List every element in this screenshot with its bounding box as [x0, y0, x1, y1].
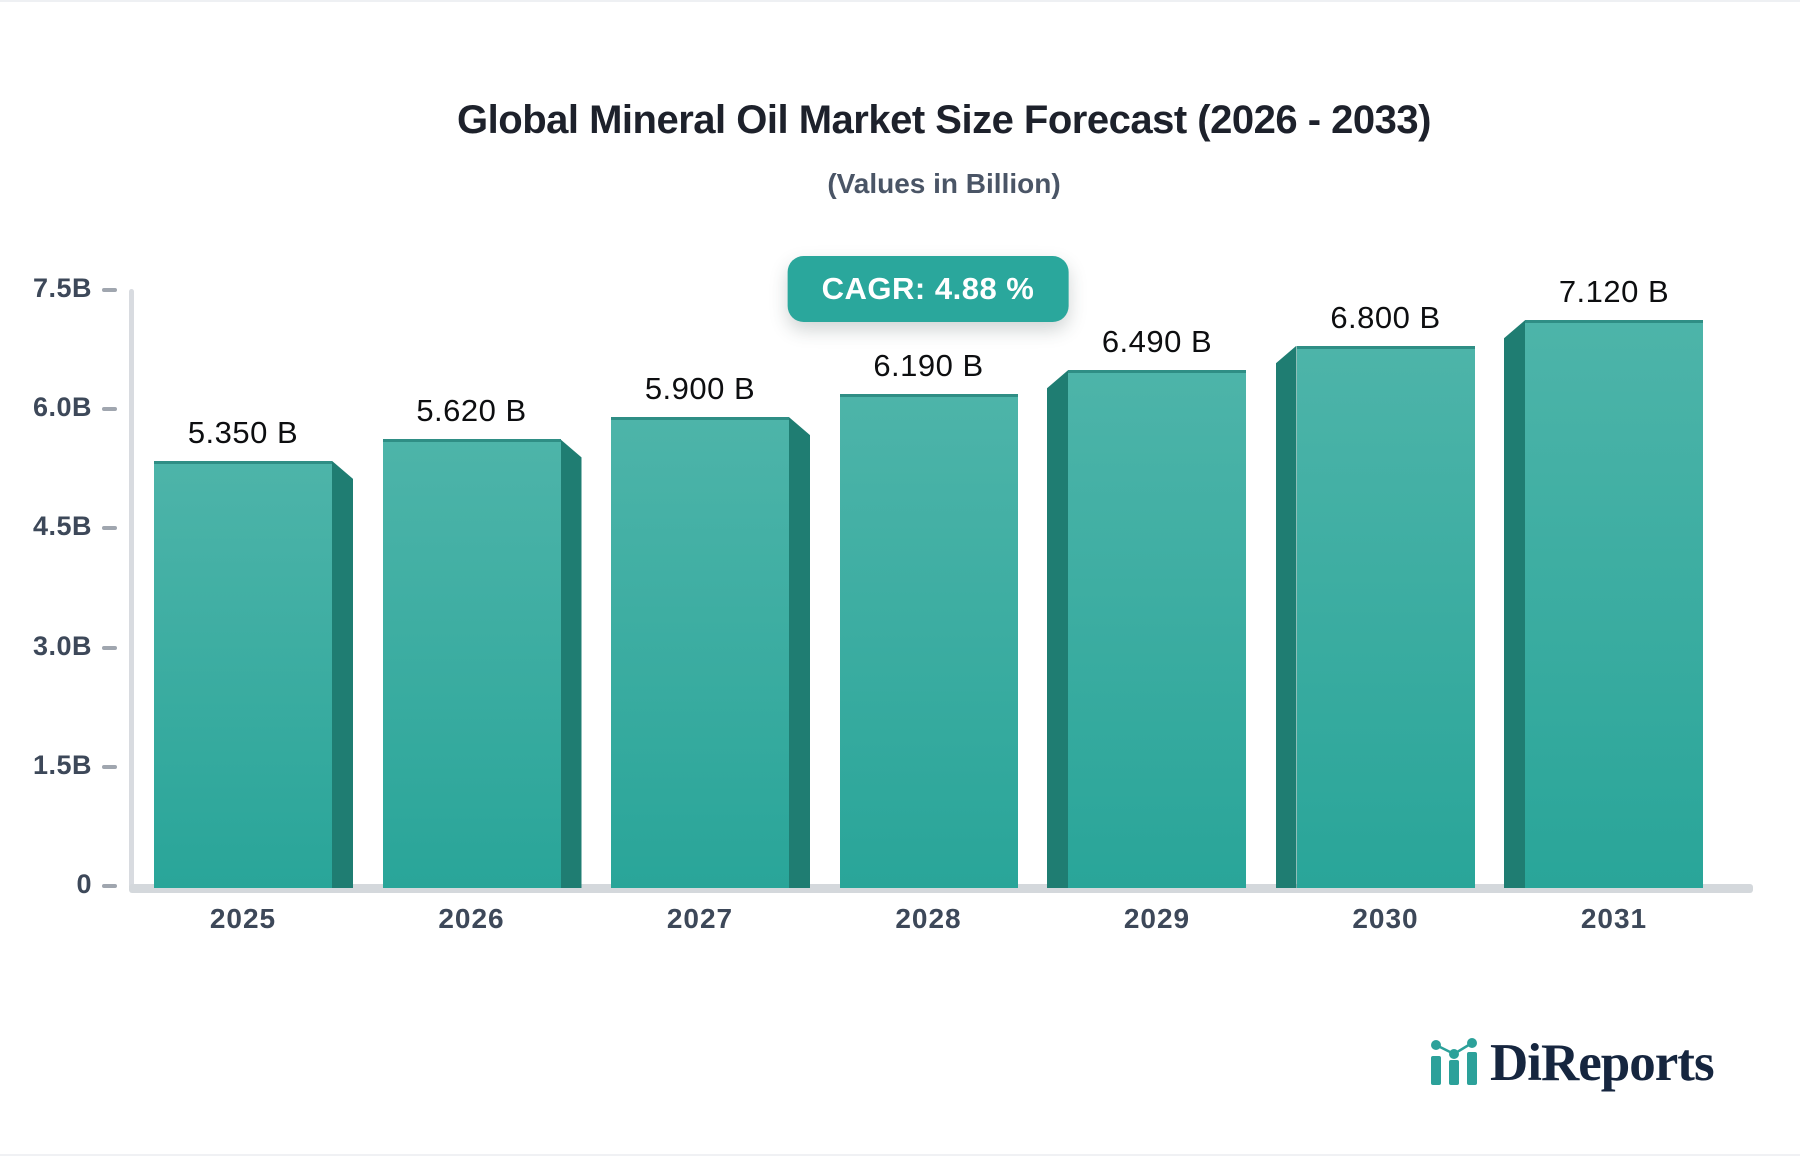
bar-side-face: [560, 439, 582, 888]
bar-value-label: 7.120 B: [1558, 274, 1670, 310]
bar-value-label: 5.620 B: [416, 393, 527, 429]
y-tick-label: 3.0B: [32, 630, 92, 661]
y-tick-mark: [102, 288, 117, 292]
logo-text: DiReports: [1490, 1033, 1715, 1092]
bar-side-face: [1275, 345, 1297, 888]
bar-value-label: 5.900 B: [644, 371, 756, 407]
cagr-badge: CAGR: 4.88 %: [787, 256, 1069, 322]
bar-value-label: 6.490 B: [1101, 324, 1213, 360]
bar-value-label: 5.350 B: [187, 414, 299, 450]
x-axis-label: 2031: [1580, 903, 1648, 934]
y-tick-label: 1.5B: [32, 749, 92, 780]
y-tick-mark: [102, 884, 117, 888]
y-axis-line: [129, 289, 134, 890]
x-axis-label: 2028: [895, 903, 962, 934]
y-tick-label: 4.5B: [32, 511, 92, 542]
bar-2026: [382, 439, 561, 888]
bar-2031: [1525, 320, 1703, 888]
bar-value-label: 6.190 B: [873, 348, 984, 384]
bar-2025: [154, 460, 332, 888]
bar-2030: [1296, 345, 1475, 888]
mini-bar-line-chart-icon: [1431, 1038, 1477, 1085]
chart-title: Global Mineral Oil Market Size Forecast …: [457, 98, 1431, 142]
bar-2029: [1068, 370, 1246, 888]
bar-2027: [611, 417, 789, 888]
y-tick-mark: [102, 526, 117, 531]
bar-side-face: [1047, 370, 1068, 888]
x-axis-label: 2029: [1123, 903, 1191, 934]
chart-subtitle: (Values in Billion): [827, 168, 1061, 199]
y-tick-label: 7.5B: [32, 273, 92, 303]
bar-side-face: [1504, 320, 1525, 888]
y-tick-mark: [102, 764, 117, 769]
y-tick-label: 6.0B: [32, 392, 92, 423]
y-tick-label: 0: [76, 869, 92, 899]
bar-side-face: [789, 417, 810, 888]
x-axis-label: 2026: [438, 903, 505, 934]
y-tick-mark: [102, 407, 117, 412]
bar-side-face: [332, 460, 353, 888]
x-axis-label: 2025: [209, 903, 277, 934]
x-axis-baseline: [129, 884, 1753, 893]
direports-logo: DiReports: [1430, 1033, 1715, 1092]
x-axis-label: 2027: [666, 903, 734, 934]
x-axis-label: 2030: [1352, 903, 1419, 934]
bar-value-label: 6.800 B: [1330, 299, 1441, 335]
bar-2028: [839, 394, 1018, 888]
y-tick-mark: [102, 645, 117, 650]
